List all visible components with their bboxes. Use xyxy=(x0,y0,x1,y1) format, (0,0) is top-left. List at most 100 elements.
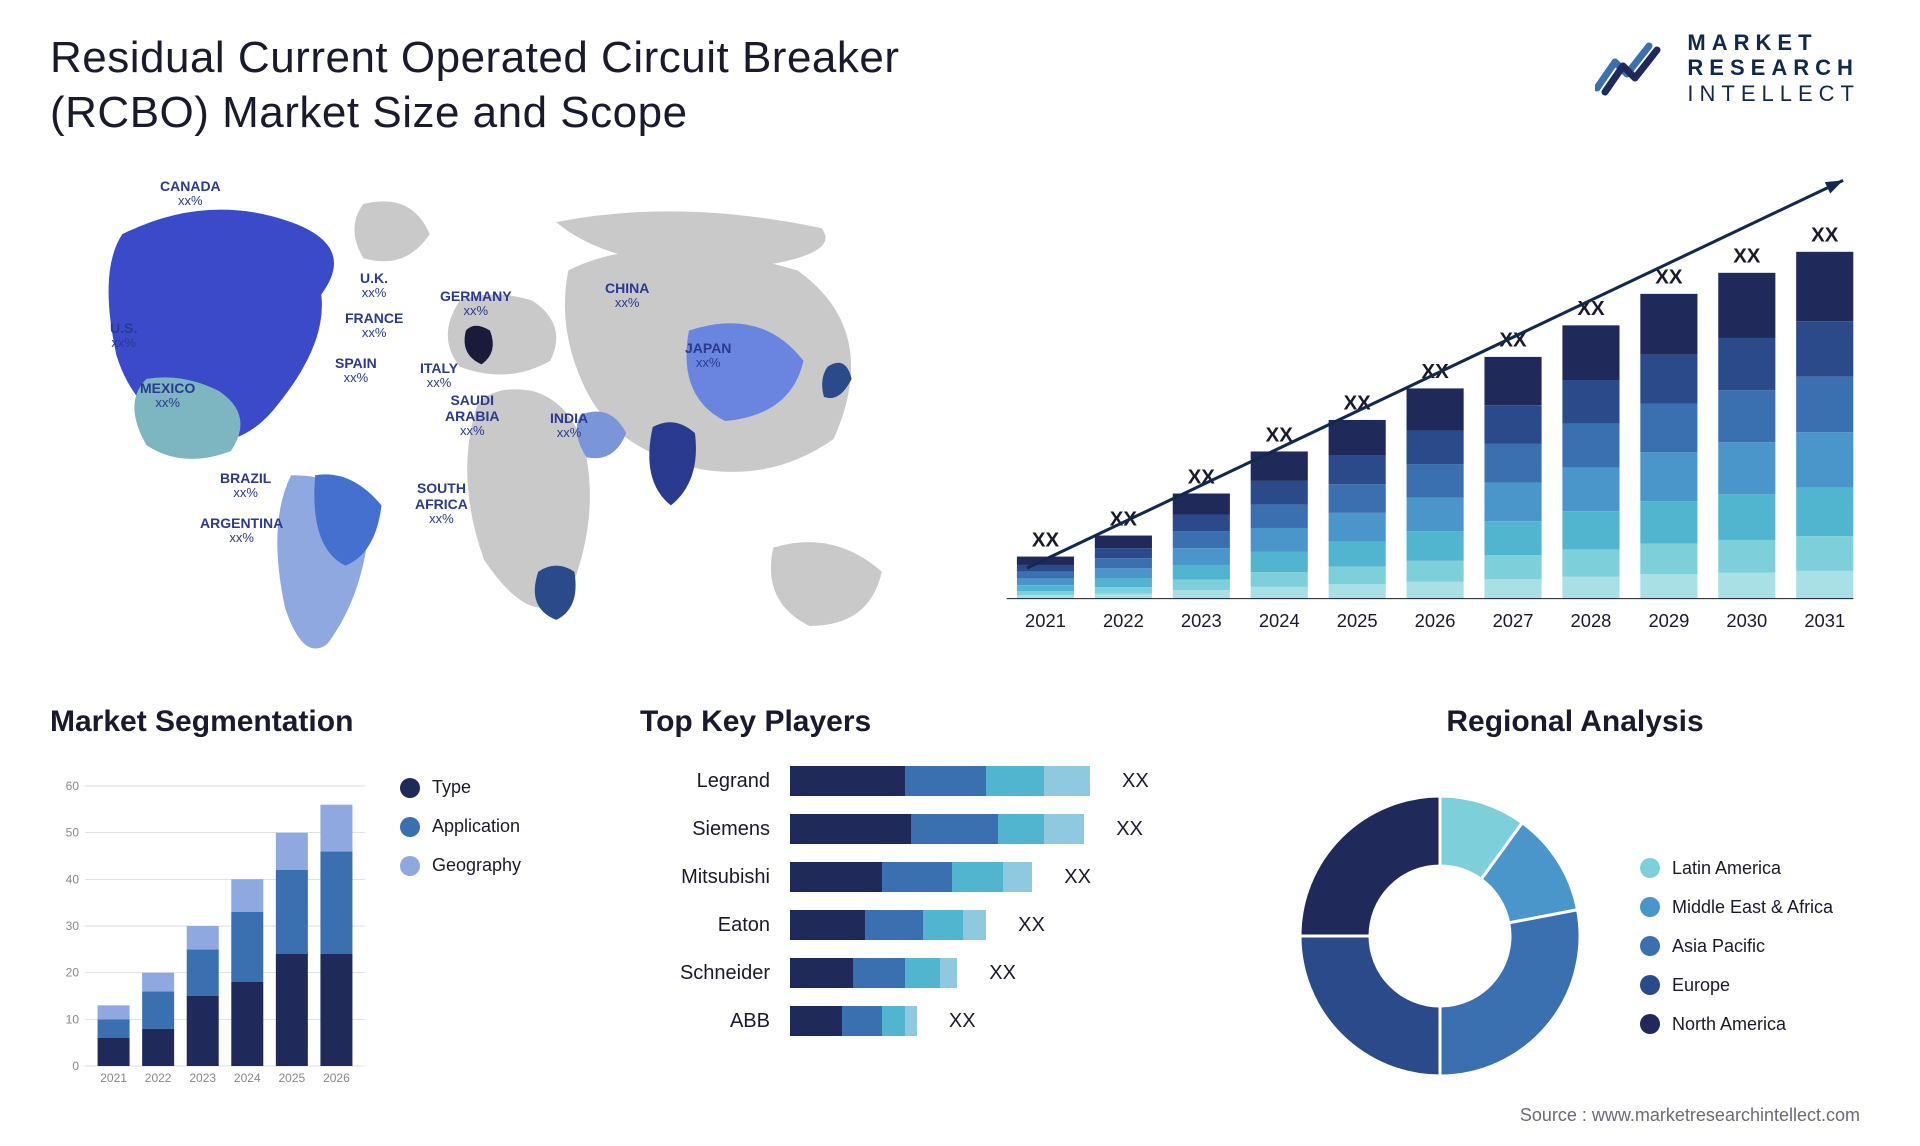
legend-swatch xyxy=(400,856,420,876)
legend-item: Europe xyxy=(1640,975,1833,996)
svg-text:2023: 2023 xyxy=(1181,610,1222,631)
legend-swatch xyxy=(1640,897,1660,917)
svg-text:XX: XX xyxy=(1733,246,1761,268)
svg-text:2029: 2029 xyxy=(1648,610,1689,631)
map-callout: JAPANxx% xyxy=(685,340,731,371)
map-callout: SAUDIARABIAxx% xyxy=(445,392,499,439)
player-row: Eaton XX xyxy=(640,901,1230,949)
map-callout: FRANCExx% xyxy=(345,310,403,341)
player-bar xyxy=(790,766,1090,796)
svg-text:2025: 2025 xyxy=(279,1071,306,1085)
svg-text:0: 0 xyxy=(72,1059,79,1073)
player-value: XX xyxy=(949,1010,976,1033)
svg-text:2024: 2024 xyxy=(1259,610,1300,631)
svg-text:60: 60 xyxy=(66,779,80,793)
legend-item: Application xyxy=(400,816,521,837)
legend-label: Europe xyxy=(1672,975,1730,996)
legend-item: Type xyxy=(400,777,521,798)
svg-text:2028: 2028 xyxy=(1571,610,1612,631)
player-name: Siemens xyxy=(640,818,770,841)
player-value: XX xyxy=(1064,866,1091,889)
legend-swatch xyxy=(400,817,420,837)
brand-logo: MARKET RESEARCH INTELLECT xyxy=(1595,30,1860,106)
map-callout: MEXICOxx% xyxy=(140,380,195,411)
map-callout: BRAZILxx% xyxy=(220,470,271,501)
map-callout: ITALYxx% xyxy=(420,360,458,391)
key-players-title: Top Key Players xyxy=(640,705,1230,739)
legend-swatch xyxy=(1640,1014,1660,1034)
player-bar xyxy=(790,958,957,988)
player-value: XX xyxy=(1122,770,1149,793)
svg-text:2023: 2023 xyxy=(189,1071,216,1085)
player-bar xyxy=(790,814,1084,844)
map-callout: GERMANYxx% xyxy=(440,288,512,319)
svg-text:50: 50 xyxy=(66,826,80,840)
key-players-panel: Top Key Players LegrandXXSiemensXXMitsub… xyxy=(640,705,1230,1115)
player-value: XX xyxy=(989,962,1016,985)
legend-label: Latin America xyxy=(1672,858,1781,879)
svg-text:2024: 2024 xyxy=(234,1071,261,1085)
legend-item: Geography xyxy=(400,855,521,876)
logo-text: MARKET RESEARCH INTELLECT xyxy=(1687,30,1860,106)
svg-text:2027: 2027 xyxy=(1493,610,1534,631)
svg-text:10: 10 xyxy=(66,1012,80,1026)
player-value: XX xyxy=(1116,818,1143,841)
source-attribution: Source : www.marketresearchintellect.com xyxy=(1520,1105,1860,1126)
segmentation-panel: Market Segmentation 0 10 20 30 40 50 60 2021 202… xyxy=(50,705,590,1115)
player-row: Mitsubishi XX xyxy=(640,853,1230,901)
svg-text:2021: 2021 xyxy=(1025,610,1066,631)
map-callout: U.S.xx% xyxy=(110,320,137,351)
segmentation-legend: Type Application Geography xyxy=(400,757,521,1115)
player-name: Schneider xyxy=(640,962,770,985)
segmentation-bar-chart: 0102030405060202120222023202420252026 xyxy=(50,757,370,1115)
map-callout: ARGENTINAxx% xyxy=(200,515,283,546)
legend-item: North America xyxy=(1640,1014,1833,1035)
regional-donut-chart xyxy=(1280,786,1600,1086)
svg-text:2025: 2025 xyxy=(1337,610,1378,631)
legend-label: North America xyxy=(1672,1014,1786,1035)
player-row: Siemens XX xyxy=(640,805,1230,853)
player-name: ABB xyxy=(640,1010,770,1033)
map-callout: CANADAxx% xyxy=(160,178,221,209)
svg-text:30: 30 xyxy=(66,919,80,933)
map-callout: CHINAxx% xyxy=(605,280,649,311)
logo-mark-icon xyxy=(1595,40,1675,96)
growth-chart-panel: XX2021XX2022XX2023XX2024XX2025XX2026XX20… xyxy=(990,160,1870,670)
legend-item: Latin America xyxy=(1640,858,1833,879)
legend-label: Type xyxy=(432,777,471,798)
legend-swatch xyxy=(1640,936,1660,956)
regional-legend: Latin America Middle East & Africa Asia Pa… xyxy=(1640,838,1833,1035)
legend-swatch xyxy=(400,778,420,798)
svg-text:XX: XX xyxy=(1032,529,1060,551)
svg-text:20: 20 xyxy=(66,966,80,980)
legend-label: Geography xyxy=(432,855,521,876)
legend-label: Asia Pacific xyxy=(1672,936,1765,957)
legend-item: Middle East & Africa xyxy=(1640,897,1833,918)
legend-swatch xyxy=(1640,975,1660,995)
player-row: Schneider XX xyxy=(640,949,1230,997)
player-name: Mitsubishi xyxy=(640,866,770,889)
svg-text:2030: 2030 xyxy=(1726,610,1767,631)
svg-text:2021: 2021 xyxy=(100,1071,127,1085)
player-row: ABB XX xyxy=(640,997,1230,1045)
player-row: LegrandXX xyxy=(640,757,1230,805)
svg-text:2031: 2031 xyxy=(1804,610,1845,631)
legend-item: Asia Pacific xyxy=(1640,936,1833,957)
svg-text:XX: XX xyxy=(1811,225,1839,247)
page-title: Residual Current Operated Circuit Breake… xyxy=(50,30,1050,140)
svg-text:2022: 2022 xyxy=(1103,610,1144,631)
svg-text:40: 40 xyxy=(66,872,80,886)
map-callout: INDIAxx% xyxy=(550,410,588,441)
player-bar xyxy=(790,1006,917,1036)
map-callout: SPAINxx% xyxy=(335,355,377,386)
player-bar xyxy=(790,910,986,940)
segmentation-title: Market Segmentation xyxy=(50,705,590,739)
svg-text:XX: XX xyxy=(1655,267,1683,289)
legend-label: Middle East & Africa xyxy=(1672,897,1833,918)
player-name: Eaton xyxy=(640,914,770,937)
world-map-panel: CANADAxx% U.S.xx% MEXICOxx% BRAZILxx% ARGENT… xyxy=(50,160,930,670)
svg-text:2022: 2022 xyxy=(145,1071,172,1085)
player-value: XX xyxy=(1018,914,1045,937)
legend-swatch xyxy=(1640,858,1660,878)
legend-label: Application xyxy=(432,816,520,837)
